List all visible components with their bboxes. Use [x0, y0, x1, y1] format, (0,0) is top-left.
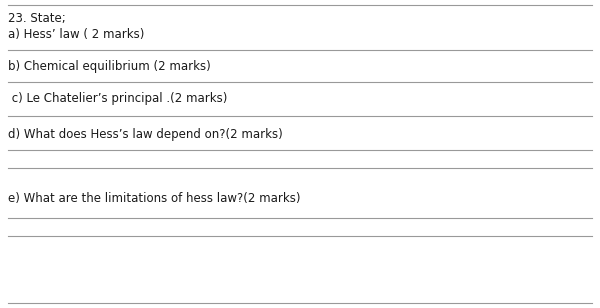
Text: e) What are the limitations of hess law?(2 marks): e) What are the limitations of hess law?…: [8, 192, 301, 205]
Text: c) Le Chatelier’s principal .(2 marks): c) Le Chatelier’s principal .(2 marks): [8, 92, 227, 105]
Text: a) Hess’ law ( 2 marks): a) Hess’ law ( 2 marks): [8, 28, 145, 41]
Text: d) What does Hess’s law depend on?(2 marks): d) What does Hess’s law depend on?(2 mar…: [8, 128, 283, 141]
Text: 23. State;: 23. State;: [8, 12, 66, 25]
Text: b) Chemical equilibrium (2 marks): b) Chemical equilibrium (2 marks): [8, 60, 211, 73]
